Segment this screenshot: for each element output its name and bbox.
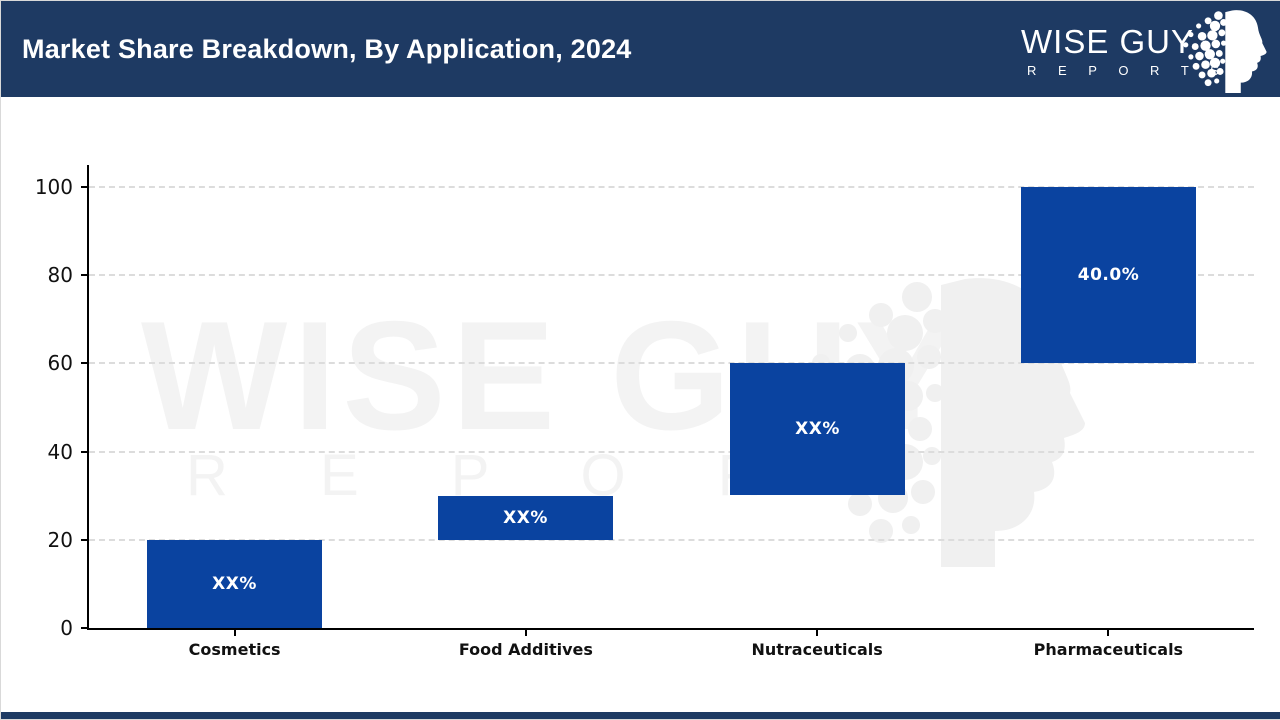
y-axis-line — [87, 164, 89, 630]
x-category-label: Cosmetics — [188, 640, 281, 659]
bar-value-label: XX% — [503, 507, 548, 528]
bar-value-label: 40.0% — [1077, 265, 1140, 285]
logo-wordmark: WISE GUY — [1021, 23, 1195, 60]
y-tick-label: 20 — [47, 527, 73, 552]
wise-guy-reports-logo: WISE GUY R E P O R T S — [1021, 1, 1271, 97]
bar-pharmaceuticals: 40.0% — [1021, 187, 1196, 363]
y-tick — [81, 627, 89, 629]
chart-title: Market Share Breakdown, By Application, … — [22, 33, 632, 64]
logo-subtitle: R E P O R T S — [1027, 63, 1228, 78]
x-category-label: Pharmaceuticals — [1033, 640, 1184, 659]
x-category-label: Nutraceuticals — [751, 640, 883, 659]
x-tick — [524, 628, 527, 636]
y-tick — [81, 186, 89, 188]
bar-food-additives: XX% — [438, 495, 613, 540]
bar-value-label: XX% — [212, 573, 257, 594]
bar-nutraceuticals: XX% — [730, 363, 905, 496]
gridline-100 — [89, 186, 1254, 188]
y-tick-label: 80 — [47, 263, 73, 288]
gridline-80 — [89, 274, 1254, 277]
gridline-60 — [89, 362, 1254, 365]
x-tick — [816, 628, 819, 636]
header-band: Market Share Breakdown, By Application, … — [1, 1, 1280, 97]
x-axis-line — [87, 628, 1254, 630]
y-tick-label: 60 — [47, 351, 73, 376]
y-tick — [81, 362, 89, 365]
bar-cosmetics: XX% — [147, 539, 322, 628]
y-tick-label: 40 — [47, 439, 73, 464]
x-category-label: Food Additives — [458, 640, 593, 659]
x-tick — [1107, 628, 1110, 636]
logo-text: WISE GUY R E P O R T S — [1021, 23, 1228, 78]
gridline-20 — [89, 538, 1254, 541]
y-tick-label: 100 — [34, 175, 73, 199]
y-tick-label: 0 — [60, 616, 73, 640]
x-tick — [233, 628, 236, 636]
footer-bar — [1, 712, 1280, 719]
bar-value-label: XX% — [795, 419, 840, 440]
y-tick — [81, 538, 89, 541]
y-tick — [81, 274, 89, 277]
y-tick — [81, 450, 89, 453]
gridline-40 — [89, 450, 1254, 453]
wise-guy-face-icon — [1183, 10, 1267, 93]
